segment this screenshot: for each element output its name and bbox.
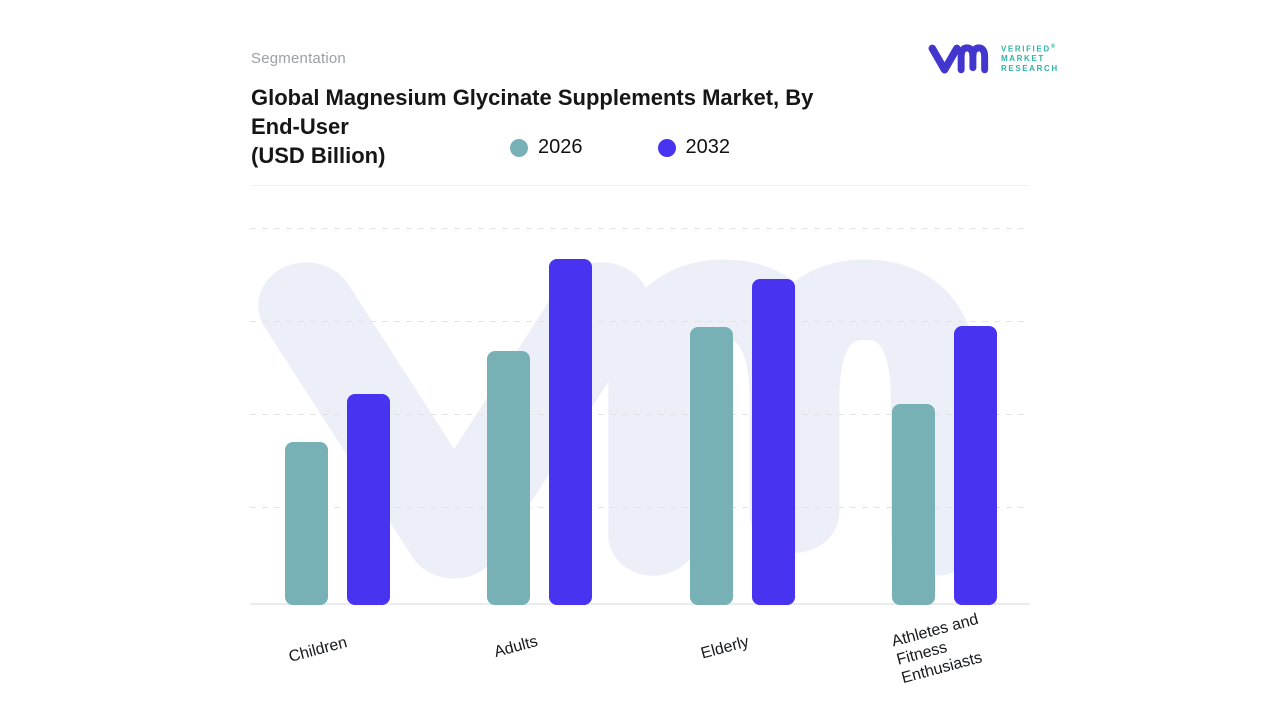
legend-dot-2026-icon [510,138,528,157]
legend-dot-2032-icon [657,138,676,157]
gridline-2 [250,321,1030,322]
x-axis-line [250,603,1030,605]
vmr-logo-text-line-2: MARKET [1001,54,1045,64]
bar-2026-adults [486,351,530,605]
legend-item-2026: 2026 [510,136,583,159]
x-axis-label-elderly: Elderly [699,633,751,663]
x-axis-label-athletes-and-fitness-enthusiasts: Athletes and Fitness Enthusiasts [889,610,985,688]
vmr-monogram-icon [928,44,989,74]
legend-label-2032: 2032 [685,136,731,158]
bar-2032-children [346,394,390,605]
bar-2026-children [284,442,328,605]
vmr-logo-text: VERIFIED® MARKET RESEARCH [1001,42,1059,75]
vmr-logo: VERIFIED® MARKET RESEARCH [928,40,1059,76]
gridline-1 [250,228,1030,229]
plot-area [250,185,1030,605]
chart-title: Global Magnesium Glycinate Supplements M… [251,83,813,170]
gridline-4 [250,507,1030,508]
chart-title-line-3: (USD Billion) [251,143,386,168]
chart-title-line-2: End-User [251,114,349,139]
vmr-logo-text-line-1: VERIFIED® [1001,43,1056,54]
x-axis-label-children: Children [287,634,349,666]
bar-2032-elderly [751,279,795,605]
legend-label-2026: 2026 [538,136,583,158]
bar-2032-adults [548,259,592,605]
vmr-logo-text-line-3: RESEARCH [1001,64,1059,74]
legend-item-2032: 2032 [657,136,731,159]
registered-trademark-icon: ® [1050,43,1056,50]
bar-2032-athletes-and-fitness-enthusiasts [953,326,997,605]
bar-2026-elderly [689,327,733,605]
x-axis-label-adults: Adults [492,633,540,661]
gridline-3 [250,414,1030,415]
chart-title-line-1: Global Magnesium Glycinate Supplements M… [251,85,814,110]
bar-2026-athletes-and-fitness-enthusiasts [891,404,935,605]
chart-legend: 2026 2032 [510,136,730,159]
section-eyebrow: Segmentation [251,50,346,67]
